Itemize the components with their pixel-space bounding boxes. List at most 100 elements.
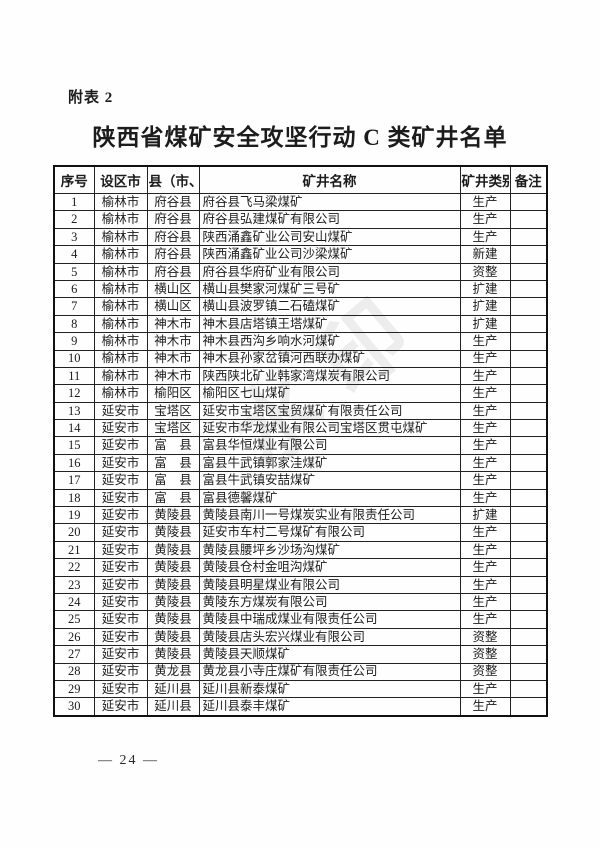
city-cell: 延安市 <box>93 627 148 647</box>
county-cell: 横山区 <box>146 297 200 316</box>
remark-cell <box>509 262 548 281</box>
remark-cell <box>509 332 548 351</box>
table-row: 15 延安市 富 县 富县华恒煤业有限公司 生产 <box>53 436 548 455</box>
mine-category-cell: 生产 <box>459 401 511 421</box>
remark-cell <box>509 471 548 490</box>
row-number-cell: 27 <box>53 645 95 664</box>
mine-category-cell: 生产 <box>459 210 511 229</box>
city-cell: 延安市 <box>93 540 148 560</box>
remark-cell <box>509 645 548 664</box>
table-row: 6 榆林市 横山区 横山县樊家河煤矿三号矿 扩建 <box>53 279 548 299</box>
mine-category-cell: 生产 <box>459 488 511 508</box>
mine-name-cell: 延川县泰丰煤矿 <box>198 697 461 717</box>
mine-category-cell: 生产 <box>459 523 511 542</box>
row-number-cell: 22 <box>53 558 95 577</box>
county-cell: 黄龙县 <box>146 662 200 681</box>
mine-name-cell: 府谷县飞马梁煤矿 <box>198 192 461 212</box>
row-number-cell: 23 <box>53 575 95 594</box>
column-header-county: 县（市、区） <box>146 165 200 194</box>
row-number-cell: 30 <box>53 697 95 717</box>
mine-name-cell: 黄陵县店头宏兴煤业有限公司 <box>198 627 461 647</box>
table-row: 14 延安市 宝塔区 延安市华龙煤业有限公司宝塔区贯屯煤矿 生产 <box>53 419 548 438</box>
row-number-cell: 13 <box>53 401 95 421</box>
mine-name-cell: 黄陵县腰坪乡沙场沟煤矿 <box>198 540 461 560</box>
mine-name-cell: 富县华恒煤业有限公司 <box>198 436 461 455</box>
row-number-cell: 11 <box>53 366 95 386</box>
city-cell: 榆林市 <box>93 279 148 299</box>
remark-cell <box>509 592 548 612</box>
table-header: 序号 设区市 县（市、区） 矿井名称 矿井类别 备注 <box>53 165 548 194</box>
county-cell: 黄陵县 <box>146 558 200 577</box>
county-cell: 黄陵县 <box>146 645 200 664</box>
county-cell: 富 县 <box>146 436 200 455</box>
table-row: 9 榆林市 神木市 神木县西沟乡响水河煤矿 生产 <box>53 332 548 351</box>
county-cell: 府谷县 <box>146 227 200 247</box>
table-row: 21 延安市 黄陵县 黄陵县腰坪乡沙场沟煤矿 生产 <box>53 540 548 560</box>
table-row: 5 榆林市 府谷县 府谷县华府矿业有限公司 资整 <box>53 262 548 281</box>
mine-category-cell: 扩建 <box>459 314 511 334</box>
mine-name-cell: 神木县西沟乡响水河煤矿 <box>198 332 461 351</box>
mine-category-cell: 扩建 <box>459 297 511 316</box>
city-cell: 延安市 <box>93 453 148 473</box>
table-row: 4 榆林市 府谷县 陕西涌鑫矿业公司沙梁煤矿 新建 <box>53 245 548 264</box>
remark-cell <box>509 540 548 560</box>
remark-cell <box>509 419 548 438</box>
table-row: 19 延安市 黄陵县 黄陵县南川一号煤炭实业有限责任公司 扩建 <box>53 506 548 525</box>
mine-category-cell: 生产 <box>459 697 511 717</box>
remark-cell <box>509 227 548 247</box>
mine-name-cell: 延安市华龙煤业有限公司宝塔区贯屯煤矿 <box>198 419 461 438</box>
remark-cell <box>509 610 548 629</box>
row-number-cell: 5 <box>53 262 95 281</box>
remark-cell <box>509 488 548 508</box>
mine-name-cell: 黄陵县仓村金咀沟煤矿 <box>198 558 461 577</box>
row-number-cell: 6 <box>53 279 95 299</box>
city-cell: 延安市 <box>93 401 148 421</box>
county-cell: 横山区 <box>146 279 200 299</box>
city-cell: 榆林市 <box>93 192 148 212</box>
city-cell: 延安市 <box>93 471 148 490</box>
city-cell: 延安市 <box>93 575 148 594</box>
county-cell: 府谷县 <box>146 262 200 281</box>
table-row: 22 延安市 黄陵县 黄陵县仓村金咀沟煤矿 生产 <box>53 558 548 577</box>
city-cell: 延安市 <box>93 645 148 664</box>
remark-cell <box>509 558 548 577</box>
remark-cell <box>509 297 548 316</box>
column-header-remark: 备注 <box>509 165 548 194</box>
row-number-cell: 2 <box>53 210 95 229</box>
column-header-no: 序号 <box>53 165 95 194</box>
column-header-mine: 矿井名称 <box>198 165 461 194</box>
table-row: 13 延安市 宝塔区 延安市宝塔区宝贸煤矿有限责任公司 生产 <box>53 401 548 421</box>
mine-category-cell: 新建 <box>459 245 511 264</box>
row-number-cell: 25 <box>53 610 95 629</box>
mine-name-cell: 黄龙县小寺庄煤矿有限责任公司 <box>198 662 461 681</box>
page-title: 陕西省煤矿安全攻坚行动 C 类矿井名单 <box>92 125 508 150</box>
mine-name-cell: 神木县店塔镇王塔煤矿 <box>198 314 461 334</box>
mine-category-cell: 资整 <box>459 627 511 647</box>
county-cell: 黄陵县 <box>146 592 200 612</box>
mine-name-cell: 富县德馨煤矿 <box>198 488 461 508</box>
table-header-row: 序号 设区市 县（市、区） 矿井名称 矿井类别 备注 <box>53 165 548 194</box>
county-cell: 富 县 <box>146 471 200 490</box>
remark-cell <box>509 401 548 421</box>
remark-cell <box>509 523 548 542</box>
county-cell: 黄陵县 <box>146 575 200 594</box>
mine-name-cell: 黄陵县明星煤业有限公司 <box>198 575 461 594</box>
table-row: 17 延安市 富 县 富县牛武镇安喆煤矿 生产 <box>53 471 548 490</box>
mine-category-cell: 生产 <box>459 349 511 368</box>
row-number-cell: 4 <box>53 245 95 264</box>
row-number-cell: 19 <box>53 506 95 525</box>
mine-name-cell: 延川县新泰煤矿 <box>198 679 461 699</box>
table-row: 2 榆林市 府谷县 府谷县弘建煤矿有限公司 生产 <box>53 210 548 229</box>
remark-cell <box>509 349 548 368</box>
mine-name-cell: 陕西陕北矿业韩家湾煤炭有限公司 <box>198 366 461 386</box>
city-cell: 榆林市 <box>93 349 148 368</box>
county-cell: 黄陵县 <box>146 627 200 647</box>
city-cell: 延安市 <box>93 488 148 508</box>
mine-list-table: 序号 设区市 县（市、区） 矿井名称 矿井类别 备注 1 榆林市 府谷县 府谷县… <box>53 165 548 717</box>
row-number-cell: 24 <box>53 592 95 612</box>
remark-cell <box>509 697 548 717</box>
county-cell: 神木市 <box>146 314 200 334</box>
city-cell: 延安市 <box>93 558 148 577</box>
county-cell: 府谷县 <box>146 245 200 264</box>
